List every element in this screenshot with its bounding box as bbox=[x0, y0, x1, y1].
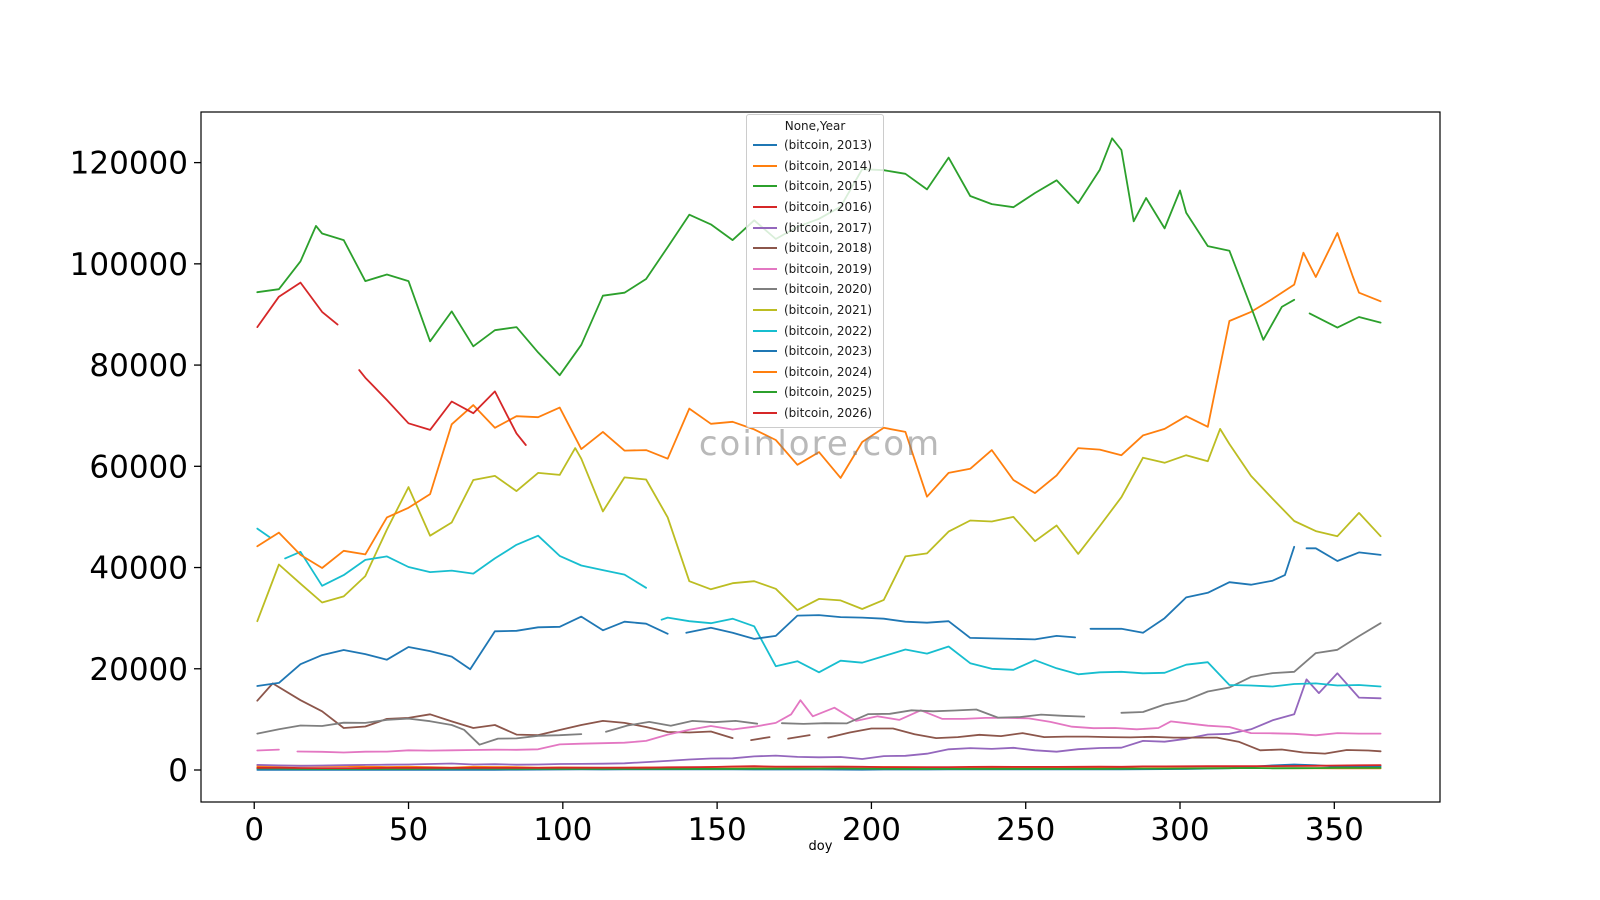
y-tick-label: 20000 bbox=[89, 652, 188, 688]
series-line-2018 bbox=[787, 734, 811, 740]
legend-entry-2018: (bitcoin, 2018) bbox=[753, 238, 877, 259]
legend-line-swatch bbox=[753, 267, 777, 270]
x-tick-label: 350 bbox=[1305, 812, 1364, 848]
series-line-2022 bbox=[284, 534, 647, 589]
legend-line-swatch bbox=[753, 391, 777, 394]
legend-entry-2016: (bitcoin, 2016) bbox=[753, 197, 877, 218]
legend-line-swatch bbox=[753, 247, 777, 250]
x-tick-label: 250 bbox=[996, 812, 1055, 848]
legend-line-swatch bbox=[753, 144, 777, 147]
legend-entry-label: (bitcoin, 2020) bbox=[784, 282, 873, 297]
series-line-2020 bbox=[605, 720, 759, 733]
legend-line-swatch bbox=[753, 350, 777, 353]
y-tick-label: 80000 bbox=[89, 348, 188, 384]
series-line-2018 bbox=[750, 736, 771, 741]
x-tick-label: 150 bbox=[688, 812, 747, 848]
legend: None,Year (bitcoin, 2013) (bitcoin, 2014)… bbox=[746, 114, 884, 429]
legend-entry-label: (bitcoin, 2017) bbox=[784, 220, 873, 235]
legend-entry-2024: (bitcoin, 2024) bbox=[753, 362, 877, 383]
series-line-2023 bbox=[1089, 545, 1296, 634]
series-line-2019 bbox=[296, 699, 1382, 754]
legend-entry-2015: (bitcoin, 2015) bbox=[753, 176, 877, 197]
legend-entry-label: (bitcoin, 2013) bbox=[784, 138, 873, 153]
legend-entry-label: (bitcoin, 2019) bbox=[784, 261, 873, 276]
legend-entry-2017: (bitcoin, 2017) bbox=[753, 217, 877, 238]
series-line-2023 bbox=[685, 614, 1076, 641]
legend-entry-2023: (bitcoin, 2023) bbox=[753, 341, 877, 362]
series-line-2026 bbox=[358, 369, 527, 446]
series-line-2022 bbox=[660, 616, 1382, 688]
x-tick-label: 200 bbox=[842, 812, 901, 848]
series-line-2020 bbox=[1120, 622, 1382, 714]
legend-entry-2019: (bitcoin, 2019) bbox=[753, 259, 877, 280]
series-line-2020 bbox=[781, 708, 1086, 725]
legend-entries: (bitcoin, 2013) (bitcoin, 2014) (bitcoin, … bbox=[753, 135, 877, 423]
series-line-2023 bbox=[1305, 547, 1382, 562]
legend-entry-2025: (bitcoin, 2025) bbox=[753, 382, 877, 403]
legend-entry-label: (bitcoin, 2016) bbox=[784, 200, 873, 215]
legend-entry-label: (bitcoin, 2026) bbox=[784, 406, 873, 421]
legend-line-swatch bbox=[753, 206, 777, 209]
legend-entry-2021: (bitcoin, 2021) bbox=[753, 300, 877, 321]
legend-line-swatch bbox=[753, 329, 777, 332]
x-tick-label: 300 bbox=[1150, 812, 1209, 848]
series-line-2016 bbox=[256, 764, 1382, 769]
legend-entry-label: (bitcoin, 2015) bbox=[784, 179, 873, 194]
series-line-2025 bbox=[1308, 312, 1382, 329]
x-tick-label: 100 bbox=[533, 812, 592, 848]
y-tick-label: 100000 bbox=[70, 247, 188, 283]
legend-line-swatch bbox=[753, 370, 777, 373]
legend-entry-2013: (bitcoin, 2013) bbox=[753, 135, 877, 156]
legend-entry-label: (bitcoin, 2021) bbox=[784, 303, 873, 318]
series-line-2022 bbox=[256, 527, 271, 539]
series-line-2024 bbox=[256, 232, 1382, 569]
legend-entry-2020: (bitcoin, 2020) bbox=[753, 279, 877, 300]
legend-entry-2022: (bitcoin, 2022) bbox=[753, 320, 877, 341]
y-tick-label: 60000 bbox=[89, 449, 188, 485]
plot-border bbox=[200, 111, 1441, 803]
series-line-2018 bbox=[827, 727, 1382, 755]
watermark: coinlore.com bbox=[698, 424, 942, 464]
legend-line-swatch bbox=[753, 412, 777, 415]
legend-entry-label: (bitcoin, 2014) bbox=[784, 158, 873, 173]
legend-line-swatch bbox=[753, 309, 777, 312]
y-tick-label: 0 bbox=[168, 753, 188, 789]
legend-line-swatch bbox=[753, 226, 777, 229]
legend-line-swatch bbox=[753, 288, 777, 291]
x-axis-label: doy bbox=[809, 839, 833, 854]
y-tick-label: 40000 bbox=[89, 551, 188, 587]
legend-entry-label: (bitcoin, 2024) bbox=[784, 364, 873, 379]
legend-title: None,Year bbox=[784, 119, 846, 133]
legend-entry-label: (bitcoin, 2018) bbox=[784, 241, 873, 256]
legend-entry-label: (bitcoin, 2022) bbox=[784, 323, 873, 338]
series-line-2017 bbox=[256, 672, 1382, 767]
x-tick-label: 50 bbox=[389, 812, 428, 848]
series-line-2019 bbox=[256, 748, 280, 752]
series-line-2021 bbox=[256, 427, 1382, 623]
series-line-2020 bbox=[256, 717, 583, 746]
series-line-2018 bbox=[256, 682, 734, 739]
legend-line-swatch bbox=[753, 185, 777, 188]
series-line-2023 bbox=[256, 615, 669, 687]
series-line-2026 bbox=[256, 281, 339, 329]
y-tick-label: 120000 bbox=[70, 146, 188, 182]
legend-line-swatch bbox=[753, 164, 777, 167]
legend-entry-2014: (bitcoin, 2014) bbox=[753, 156, 877, 177]
legend-entry-2026: (bitcoin, 2026) bbox=[753, 403, 877, 424]
legend-entry-label: (bitcoin, 2025) bbox=[784, 385, 873, 400]
x-tick-label: 0 bbox=[244, 812, 264, 848]
legend-entry-label: (bitcoin, 2023) bbox=[784, 344, 873, 359]
